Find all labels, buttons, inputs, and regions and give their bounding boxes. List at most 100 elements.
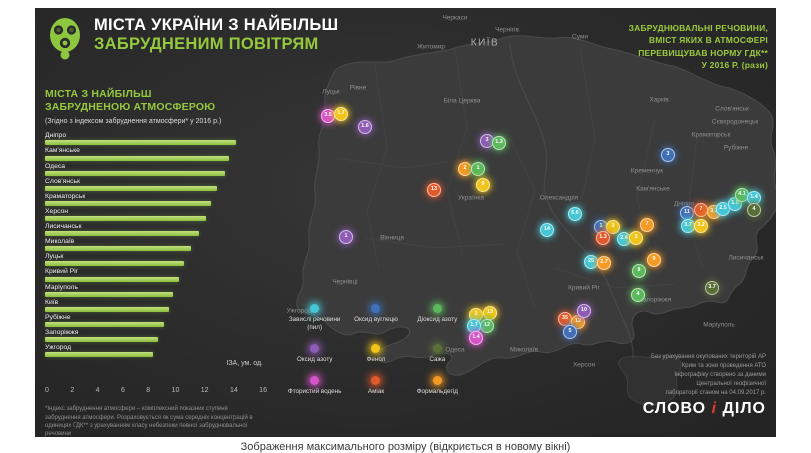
no2-dot-icon xyxy=(432,304,442,313)
bar xyxy=(45,261,184,267)
pollution-marker-ammonia: 7 xyxy=(694,203,708,217)
crimea-outline xyxy=(618,354,682,406)
pollution-marker-co: 3 xyxy=(661,148,675,162)
bar-row: Лисичанськ xyxy=(45,223,263,237)
fullsize-image-link[interactable]: Зображення максимального розміру (відкри… xyxy=(240,441,571,453)
bar-city-label: Миколаїв xyxy=(45,238,75,246)
pollution-marker-phenol: 13 xyxy=(483,306,497,320)
map-city-label: Кременчук xyxy=(630,167,664,175)
pollutants-note: ЗАБРУДНЮВАЛЬНІ РЕЧОВИНИ, ВМІСТ ЯКИХ В АТМ… xyxy=(629,22,768,71)
legend-item-ammonia: Аміак xyxy=(348,375,403,396)
map-city-label: Одеса xyxy=(445,346,465,354)
map-city-label: Краматорськ xyxy=(691,131,731,139)
bar-city-label: Дніпро xyxy=(45,132,67,140)
map-city-label: Ужгород xyxy=(286,307,312,315)
pollution-marker-no2: 4.1 xyxy=(735,188,749,202)
pollution-marker-phenol: 3.2 xyxy=(694,219,708,233)
pollutants-note-line: ЗАБРУДНЮВАЛЬНІ РЕЧОВИНИ, xyxy=(628,23,768,33)
pollution-marker-hf: 1.4 xyxy=(469,331,483,345)
gas-mask-icon xyxy=(45,16,85,60)
pollution-marker-dust: 3.7 xyxy=(681,219,695,233)
x-tick: 10 xyxy=(171,387,180,395)
hf-dot-icon xyxy=(310,375,320,385)
bar-city-label: Кам'янське xyxy=(45,147,80,155)
bar-row: Запоріжжя xyxy=(45,329,263,342)
map-city-label: КИЇВ xyxy=(470,37,500,49)
bar-city-label: Запоріжжя xyxy=(45,328,79,336)
title-line-2: ЗАБРУДНЕНИМ ПОВІТРЯМ xyxy=(94,34,319,53)
map-city-label: Черкаси xyxy=(442,14,468,22)
legend-label: Аміак xyxy=(367,387,385,395)
bar-city-label: Маріуполь xyxy=(45,283,79,291)
map-city-label: Миколаїв xyxy=(509,346,539,354)
bar xyxy=(45,291,174,297)
pollutants-note-line: ВМІСТ ЯКИХ В АТМОСФЕРІ xyxy=(648,35,768,46)
pollution-marker-no2: 12 xyxy=(480,319,494,333)
source-line: Центральної геофізичної xyxy=(696,381,766,387)
legend-label: Діоксид азоту xyxy=(417,316,458,323)
legend-item-co: Оксид вуглецю xyxy=(348,304,403,332)
source-note: Без урахування окупованих територій АР Кр… xyxy=(651,353,766,398)
legend-item-soot: Сажа xyxy=(410,343,465,364)
pollution-marker-phenol: 3 xyxy=(606,220,620,234)
legend-item-hf: Фтористий водень xyxy=(287,375,342,396)
map-city-label: Луцьк xyxy=(322,88,340,96)
pollution-marker-phenol: 3 xyxy=(629,231,643,245)
pollution-marker-phenol: 9 xyxy=(476,178,490,192)
bar xyxy=(45,200,212,206)
bar-row: Кривий Ріг xyxy=(45,268,263,282)
bar xyxy=(45,352,153,358)
map-city-label: Лисичанськ xyxy=(728,254,764,262)
legend-label: Оксид азоту xyxy=(296,355,333,363)
pollution-marker-phenol: 1.7 xyxy=(334,107,348,121)
x-tick: 4 xyxy=(95,387,100,395)
bar-row: Миколаїв xyxy=(45,238,263,252)
bar-row: Київ xyxy=(45,299,263,312)
pollution-marker-co: 5 xyxy=(563,325,577,339)
x-tick: 2 xyxy=(70,387,75,395)
pollutants-note-line: ПЕРЕВИЩУВАВ НОРМУ ГДК** xyxy=(638,47,768,58)
pollution-marker-dust: 5.6 xyxy=(568,207,582,221)
pollution-marker-ammonia: 1.3 xyxy=(596,231,610,245)
header: МІСТА УКРАЇНИ З НАЙБІЛЬШ ЗАБРУДНЕНИМ ПОВ… xyxy=(45,16,338,60)
legend-item-no2: Діоксид азоту xyxy=(410,304,465,332)
map-city-label: Біла Церква xyxy=(443,97,481,105)
logo-i: і xyxy=(711,400,718,417)
bar-row: Луцьк xyxy=(45,253,263,267)
map-city-label: Суми xyxy=(572,33,588,41)
map-city-label: Олександрія xyxy=(539,194,579,202)
pollution-marker-soot: 4 xyxy=(747,203,761,217)
bar-chart-panel: МІСТА З НАЙБІЛЬШ ЗАБРУДНЕНОЮ АТМОСФЕРОЮ … xyxy=(45,88,269,437)
legend-label: Завислі речовини (пил) xyxy=(288,316,341,331)
bar-row: Рубіжне xyxy=(45,314,263,327)
soot-dot-icon xyxy=(432,343,442,353)
dnipro-river xyxy=(509,43,634,359)
x-axis-ticks: 0 2 4 6 8 10 12 14 16 xyxy=(45,387,267,394)
ukraine-outline xyxy=(296,35,776,376)
map-city-label: Рівне xyxy=(349,84,367,92)
bar-city-label: Кривий Ріг xyxy=(45,268,79,276)
legend-item-phenol: Фенол xyxy=(348,343,403,364)
slovo-i-dilo-logo: СЛОВО і ДІЛО xyxy=(643,400,766,418)
legend-label: Фенол xyxy=(366,355,386,363)
bar-row: Кам'янське xyxy=(45,147,263,161)
co-dot-icon xyxy=(371,304,381,313)
pollution-marker-no2: 1.3 xyxy=(492,136,506,150)
map-city-label: Житомир xyxy=(417,43,445,51)
bar xyxy=(45,337,159,342)
x-tick: 8 xyxy=(146,387,151,395)
main-title: МІСТА УКРАЇНИ З НАЙБІЛЬШ ЗАБРУДНЕНИМ ПОВ… xyxy=(94,16,338,54)
pollution-marker-dust: 25 xyxy=(584,255,598,269)
legend-label: Сажа xyxy=(429,355,446,363)
dust-dot-icon xyxy=(310,304,320,313)
bar-city-label: Херсон xyxy=(45,207,69,215)
pollution-marker-no: 1 xyxy=(339,230,353,244)
pollution-marker-no2: 4 xyxy=(631,288,645,302)
bar-city-label: Одеса xyxy=(45,162,66,170)
map-city-label: Маріуполь xyxy=(703,321,735,329)
formaldehyde-dot-icon xyxy=(432,375,442,385)
pollution-marker-no: 1.6 xyxy=(358,120,372,134)
legend-label: Фтористий водень xyxy=(287,387,342,395)
pollution-marker-no2: 8 xyxy=(632,264,646,278)
pollution-marker-soot: 3.7 xyxy=(705,281,719,295)
